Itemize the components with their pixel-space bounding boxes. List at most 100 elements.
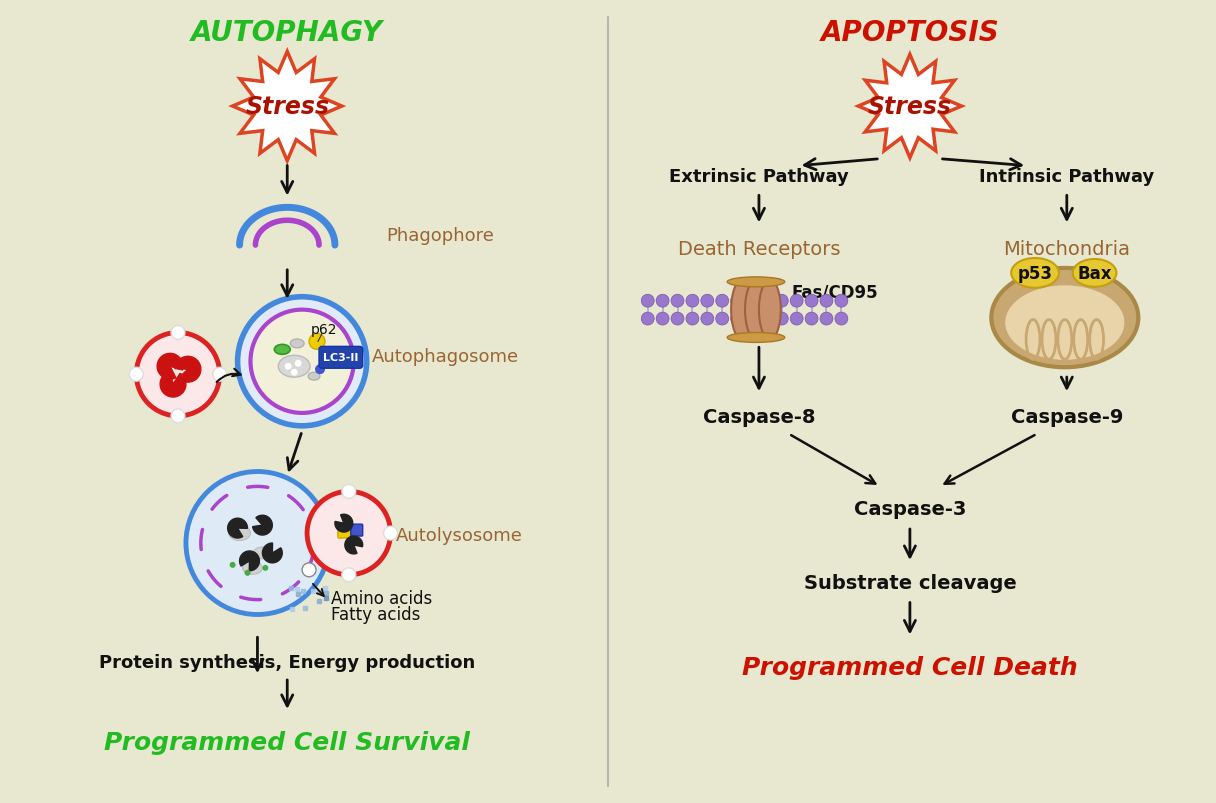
- Ellipse shape: [229, 526, 250, 541]
- Text: Intrinsic Pathway: Intrinsic Pathway: [979, 167, 1154, 185]
- Polygon shape: [232, 52, 342, 161]
- Circle shape: [716, 295, 728, 308]
- Circle shape: [731, 295, 743, 308]
- Polygon shape: [263, 544, 282, 563]
- Circle shape: [171, 410, 185, 423]
- Text: Autolysosome: Autolysosome: [395, 527, 523, 544]
- Ellipse shape: [991, 268, 1138, 368]
- Polygon shape: [157, 354, 182, 380]
- Text: Fatty acids: Fatty acids: [331, 605, 421, 623]
- Circle shape: [716, 312, 728, 326]
- Text: p53: p53: [1018, 264, 1053, 283]
- Text: Stress: Stress: [868, 95, 952, 119]
- Circle shape: [835, 295, 848, 308]
- Text: Substrate cleavage: Substrate cleavage: [804, 573, 1017, 593]
- Ellipse shape: [731, 280, 753, 340]
- Ellipse shape: [1012, 259, 1059, 288]
- Ellipse shape: [278, 356, 310, 377]
- Text: Amino acids: Amino acids: [331, 589, 432, 607]
- Circle shape: [136, 333, 220, 417]
- Ellipse shape: [727, 333, 784, 343]
- Circle shape: [671, 312, 683, 326]
- Ellipse shape: [242, 561, 263, 575]
- Text: Death Receptors: Death Receptors: [677, 239, 840, 259]
- Text: Caspase-9: Caspase-9: [1010, 408, 1124, 427]
- Text: Protein synthesis, Energy production: Protein synthesis, Energy production: [100, 654, 475, 671]
- Text: Bax: Bax: [1077, 264, 1111, 283]
- Circle shape: [342, 485, 356, 499]
- Polygon shape: [334, 515, 353, 532]
- FancyBboxPatch shape: [338, 524, 351, 538]
- Text: Caspase-8: Caspase-8: [703, 408, 815, 427]
- Circle shape: [731, 312, 743, 326]
- Ellipse shape: [1073, 259, 1116, 287]
- Circle shape: [315, 365, 325, 375]
- Polygon shape: [345, 536, 362, 554]
- Circle shape: [671, 295, 683, 308]
- Circle shape: [230, 562, 236, 569]
- Circle shape: [820, 295, 833, 308]
- Circle shape: [237, 297, 367, 426]
- Text: Caspase-3: Caspase-3: [854, 499, 966, 518]
- Circle shape: [294, 361, 302, 367]
- Polygon shape: [161, 372, 186, 397]
- Circle shape: [213, 368, 226, 381]
- Circle shape: [805, 312, 818, 326]
- Circle shape: [657, 295, 669, 308]
- Text: Stress: Stress: [246, 95, 330, 119]
- Circle shape: [308, 491, 390, 575]
- Circle shape: [244, 570, 250, 576]
- Text: LC3-II: LC3-II: [323, 353, 359, 363]
- Ellipse shape: [308, 373, 320, 381]
- Circle shape: [641, 312, 654, 326]
- Text: Programmed Cell Death: Programmed Cell Death: [742, 655, 1077, 679]
- Polygon shape: [175, 357, 201, 383]
- Circle shape: [776, 295, 788, 308]
- Circle shape: [302, 563, 316, 577]
- Circle shape: [700, 295, 714, 308]
- Polygon shape: [858, 55, 962, 158]
- Polygon shape: [253, 516, 272, 536]
- Text: Phagophore: Phagophore: [387, 227, 495, 245]
- Circle shape: [776, 312, 788, 326]
- Text: Programmed Cell Survival: Programmed Cell Survival: [105, 730, 471, 754]
- Ellipse shape: [759, 280, 781, 340]
- Circle shape: [745, 295, 759, 308]
- Text: p62: p62: [311, 323, 337, 337]
- Circle shape: [745, 312, 759, 326]
- Circle shape: [790, 295, 803, 308]
- Text: APOPTOSIS: APOPTOSIS: [821, 18, 1000, 47]
- Ellipse shape: [275, 345, 291, 355]
- FancyBboxPatch shape: [350, 524, 362, 536]
- Circle shape: [790, 312, 803, 326]
- Circle shape: [285, 363, 292, 370]
- Circle shape: [171, 326, 185, 340]
- Circle shape: [263, 565, 269, 571]
- Ellipse shape: [291, 340, 304, 349]
- Circle shape: [383, 527, 398, 540]
- Circle shape: [129, 368, 143, 381]
- Circle shape: [657, 312, 669, 326]
- Ellipse shape: [1006, 286, 1125, 361]
- Circle shape: [641, 295, 654, 308]
- Polygon shape: [240, 552, 259, 571]
- Circle shape: [309, 334, 325, 350]
- Circle shape: [250, 310, 354, 414]
- Text: Extrinsic Pathway: Extrinsic Pathway: [669, 167, 849, 185]
- Circle shape: [805, 295, 818, 308]
- Text: Autophagosome: Autophagosome: [372, 348, 519, 366]
- Circle shape: [760, 312, 773, 326]
- Circle shape: [700, 312, 714, 326]
- Circle shape: [686, 312, 699, 326]
- Text: Fas/CD95: Fas/CD95: [792, 283, 878, 301]
- Circle shape: [686, 295, 699, 308]
- Ellipse shape: [253, 548, 271, 559]
- Text: AUTOPHAGY: AUTOPHAGY: [191, 18, 383, 47]
- Circle shape: [760, 295, 773, 308]
- Circle shape: [820, 312, 833, 326]
- FancyBboxPatch shape: [319, 347, 362, 369]
- Circle shape: [186, 472, 330, 615]
- Circle shape: [342, 569, 356, 582]
- Ellipse shape: [745, 280, 767, 340]
- Text: Mitochondria: Mitochondria: [1003, 239, 1131, 259]
